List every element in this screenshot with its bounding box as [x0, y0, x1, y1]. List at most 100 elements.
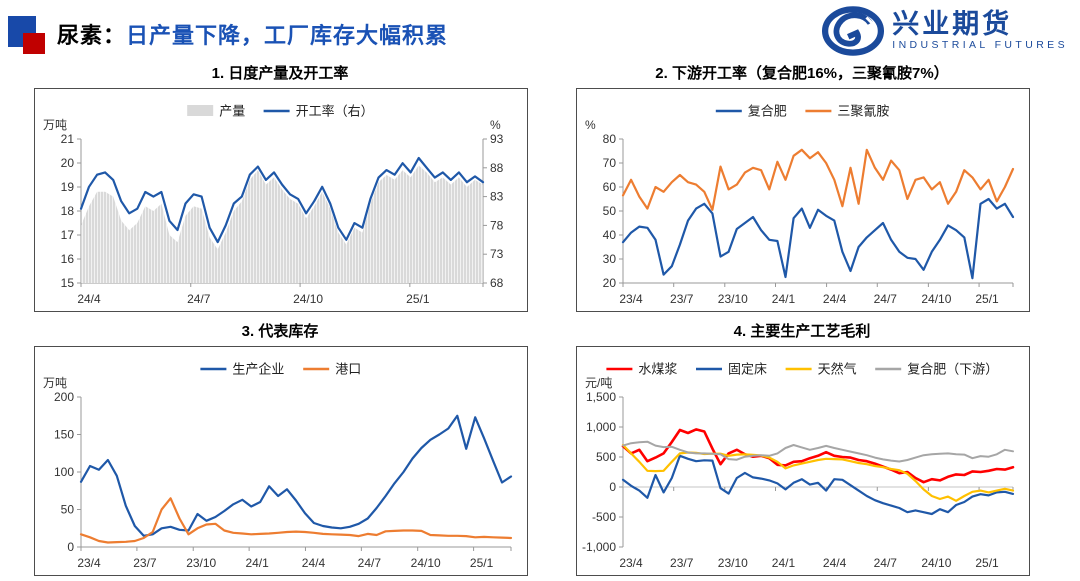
y-tick-label: 19 — [61, 180, 75, 194]
legend-item-label: 复合肥 — [748, 104, 787, 119]
legend-item-label: 生产企业 — [232, 362, 284, 377]
x-tick-label: 24/4 — [823, 292, 847, 306]
right-y-tick-label: 68 — [490, 276, 504, 290]
x-tick-label: 23/4 — [619, 556, 643, 570]
x-tick-label: 25/1 — [975, 292, 999, 306]
y-tick-label: 16 — [61, 252, 75, 266]
legend-item-label: 天然气 — [818, 362, 857, 377]
y-tick-label: 100 — [54, 465, 74, 479]
right-y-tick-label: 88 — [490, 161, 504, 175]
x-tick-label: 25/1 — [470, 556, 494, 570]
x-tick-label: 23/10 — [186, 556, 216, 570]
legend-item-label: 产量 — [219, 104, 245, 119]
x-tick-label: 23/10 — [718, 556, 748, 570]
y-axis-unit: 万吨 — [43, 118, 67, 132]
x-tick-label: 24/7 — [874, 556, 898, 570]
chart-4-production-process-margin: -1,000 -500 0 500 1,000 1,500 元/吨 23/4 23/7 23/10… — [576, 346, 1030, 576]
x-axis: 23/4 23/7 23/10 24/1 24/4 24/7 24/10 25/1 — [619, 486, 1014, 570]
y-tick-label: 15 — [61, 276, 75, 290]
x-tick-label: 24/4 — [302, 556, 326, 570]
x-tick-label: 24/4 — [823, 556, 847, 570]
right-y-tick-label: 93 — [490, 132, 504, 146]
y-tick-label: -500 — [592, 510, 616, 524]
series-3 — [622, 440, 1014, 463]
right-y-tick-label: 73 — [490, 247, 504, 261]
brand-logo: 兴业期货 INDUSTRIAL FUTURES — [822, 6, 1068, 56]
legend-item-label: 固定床 — [728, 362, 767, 377]
chart-2-canvas: 20 30 40 50 60 70 80% 23/4 23/7 23/10 24/1 24/4 24/7… — [585, 104, 1015, 306]
legend-item-label: 港口 — [335, 362, 361, 377]
y-axis-unit: % — [585, 118, 596, 132]
right-y-axis: 68 73 78 83 88 93% — [482, 118, 504, 290]
y-tick-label: 21 — [61, 132, 75, 146]
page-title-main: 日产量下降，工厂库存大幅积累 — [126, 23, 449, 48]
brand-text: 兴业期货 INDUSTRIAL FUTURES — [892, 10, 1068, 52]
chart-1-daily-production-operating-rate: 15 16 17 18 19 20 21 万吨 68 73 78 83 88 93% 24/4 24/7 24/… — [34, 88, 528, 312]
x-tick-label: 24/7 — [874, 292, 898, 306]
y-tick-label: 200 — [54, 390, 74, 404]
y-tick-label: 1,000 — [586, 420, 616, 434]
legend: 水煤浆 固定床 天然气 复合肥（下游） — [606, 362, 998, 377]
legend-item-label: 开工率（右） — [296, 104, 374, 119]
x-tick-label: 24/1 — [772, 556, 796, 570]
y-tick-label: 30 — [603, 252, 617, 266]
legend: 产量 开工率（右） — [187, 104, 374, 119]
y-axis: 20 30 40 50 60 70 80% — [585, 118, 624, 290]
chart-2-title: 2. 下游开工率（复合肥16%，三聚氰胺7%） — [655, 65, 949, 82]
series-0 — [81, 165, 483, 283]
y-tick-label: 500 — [596, 450, 616, 464]
y-tick-label: 150 — [54, 428, 74, 442]
series-0 — [621, 428, 1015, 484]
legend-item-label: 三聚氰胺 — [837, 104, 889, 119]
chart-3-title: 3. 代表库存 — [241, 323, 319, 340]
x-tick-label: 23/7 — [670, 292, 694, 306]
x-tick-label: 25/1 — [406, 292, 430, 306]
series-1 — [621, 454, 1015, 516]
x-tick-label: 23/7 — [670, 556, 694, 570]
y-tick-label: 1,500 — [586, 390, 616, 404]
chart-1-title: 1. 日度产量及开工率 — [211, 65, 349, 82]
y-tick-label: 70 — [603, 156, 617, 170]
legend: 复合肥 三聚氰胺 — [715, 104, 889, 119]
y-tick-label: 50 — [61, 503, 75, 517]
y-tick-label: 0 — [609, 480, 616, 494]
brand-name-en: INDUSTRIAL FUTURES — [892, 39, 1068, 51]
page-title: 尿素：日产量下降，工厂库存大幅积累 — [57, 18, 448, 50]
y-tick-label: 20 — [61, 156, 75, 170]
y-tick-label: -1,000 — [582, 540, 616, 554]
series-0 — [621, 197, 1015, 280]
page-title-prefix: 尿素： — [57, 23, 127, 48]
right-y-tick-label: 83 — [490, 190, 504, 204]
x-tick-label: 24/10 — [293, 292, 323, 306]
y-tick-label: 18 — [61, 204, 75, 218]
brand-logo-icon — [822, 6, 885, 56]
legend-item-label: 复合肥（下游） — [907, 362, 998, 377]
y-tick-label: 60 — [603, 180, 617, 194]
y-axis-unit: 元/吨 — [585, 376, 612, 390]
y-axis-unit: 万吨 — [43, 376, 67, 390]
y-tick-label: 0 — [67, 540, 74, 554]
x-tick-label: 24/10 — [921, 556, 951, 570]
x-tick-label: 23/10 — [718, 292, 748, 306]
series-1 — [621, 148, 1015, 211]
x-axis: 23/4 23/7 23/10 24/1 24/4 24/7 24/10 25/1 — [619, 282, 1014, 306]
legend: 生产企业 港口 — [200, 362, 361, 377]
y-tick-label: 80 — [603, 132, 617, 146]
legend-item-label: 水煤浆 — [638, 362, 677, 377]
right-y-tick-label: 78 — [490, 218, 504, 232]
legend-swatch-area — [187, 105, 214, 116]
decoration-red-square — [23, 33, 45, 54]
x-axis: 23/4 23/7 23/10 24/1 24/4 24/7 24/10 25/1 — [77, 546, 512, 570]
chart-2-downstream-operating-rate: 20 30 40 50 60 70 80% 23/4 23/7 23/10 24/1 24/4 24/7… — [576, 88, 1030, 312]
series-0 — [79, 414, 513, 537]
y-tick-label: 50 — [603, 204, 617, 218]
chart-4-title: 4. 主要生产工艺毛利 — [733, 323, 871, 340]
y-tick-label: 17 — [61, 228, 75, 242]
